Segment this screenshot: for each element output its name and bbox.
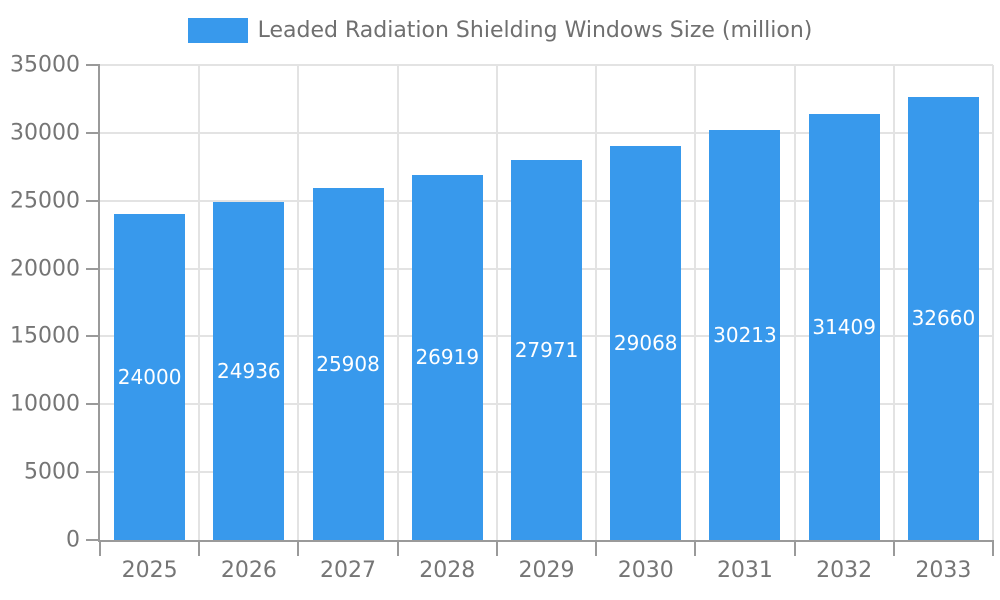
x-axis-line [98, 540, 993, 542]
bar [709, 129, 781, 540]
x-gridline [297, 65, 300, 540]
y-tick-label: 35000 [10, 52, 80, 78]
bar-value-label: 30213 [713, 322, 777, 347]
x-gridline [694, 65, 697, 540]
x-tick-label: 2030 [617, 558, 674, 583]
x-gridline [992, 65, 994, 540]
y-axis-line [98, 65, 100, 540]
y-tick-mark [86, 131, 100, 134]
x-gridline [793, 65, 796, 540]
bar-value-label: 29068 [613, 330, 678, 355]
x-tick-label: 2028 [419, 558, 476, 583]
bar-value-label: 24000 [117, 365, 182, 390]
bar-value-label: 25908 [316, 352, 380, 377]
bar [411, 174, 483, 540]
x-tick-label: 2031 [716, 558, 773, 583]
x-gridline [396, 65, 399, 540]
y-tick-mark [86, 403, 100, 406]
y-gridline [100, 64, 993, 66]
x-tick-mark [793, 540, 796, 556]
y-tick-label: 30000 [10, 120, 80, 146]
bar [511, 160, 582, 540]
bar [213, 201, 285, 540]
x-tick-label: 2026 [220, 558, 277, 583]
x-tick-mark [595, 540, 598, 556]
x-gridline [495, 65, 498, 540]
x-tick-mark [396, 540, 399, 556]
bar-value-label: 31409 [812, 314, 876, 339]
x-tick-mark [198, 540, 201, 556]
x-gridline [198, 65, 201, 540]
bar [312, 188, 384, 540]
y-tick-mark [86, 199, 100, 202]
x-tick-mark [992, 540, 994, 556]
y-tick-label: 25000 [10, 188, 80, 214]
x-tick-label: 2033 [915, 558, 972, 583]
bar-value-label: 24936 [217, 358, 281, 383]
bar [907, 96, 979, 540]
x-tick-mark [99, 540, 101, 556]
x-tick-mark [694, 540, 697, 556]
legend-label: Leaded Radiation Shielding Windows Size … [257, 17, 813, 43]
y-tick-mark [86, 64, 100, 66]
y-tick-label: 5000 [24, 459, 80, 485]
y-tick-mark [86, 335, 100, 338]
x-gridline [595, 65, 598, 540]
x-tick-label: 2025 [121, 558, 178, 583]
bar [114, 214, 186, 540]
legend-swatch-icon [187, 17, 248, 43]
y-tick-mark [86, 471, 100, 474]
y-tick-mark [86, 539, 100, 541]
x-tick-mark [495, 540, 498, 556]
x-tick-label: 2027 [320, 558, 377, 583]
y-tick-label: 15000 [10, 323, 80, 349]
y-gridline [100, 131, 993, 134]
y-tick-mark [86, 267, 100, 270]
y-tick-label: 0 [66, 527, 80, 553]
bar-value-label: 27971 [514, 338, 579, 363]
x-tick-mark [297, 540, 300, 556]
x-tick-mark [892, 540, 895, 556]
x-tick-label: 2032 [816, 558, 873, 583]
y-tick-label: 20000 [10, 256, 80, 282]
legend[interactable]: Leaded Radiation Shielding Windows Size … [0, 14, 1000, 46]
y-tick-label: 10000 [10, 391, 80, 417]
x-gridline [892, 65, 895, 540]
bar-value-label: 32660 [911, 306, 976, 331]
x-tick-label: 2029 [518, 558, 575, 583]
bar [808, 113, 880, 540]
bar-value-label: 26919 [415, 345, 480, 370]
bar [610, 145, 682, 540]
